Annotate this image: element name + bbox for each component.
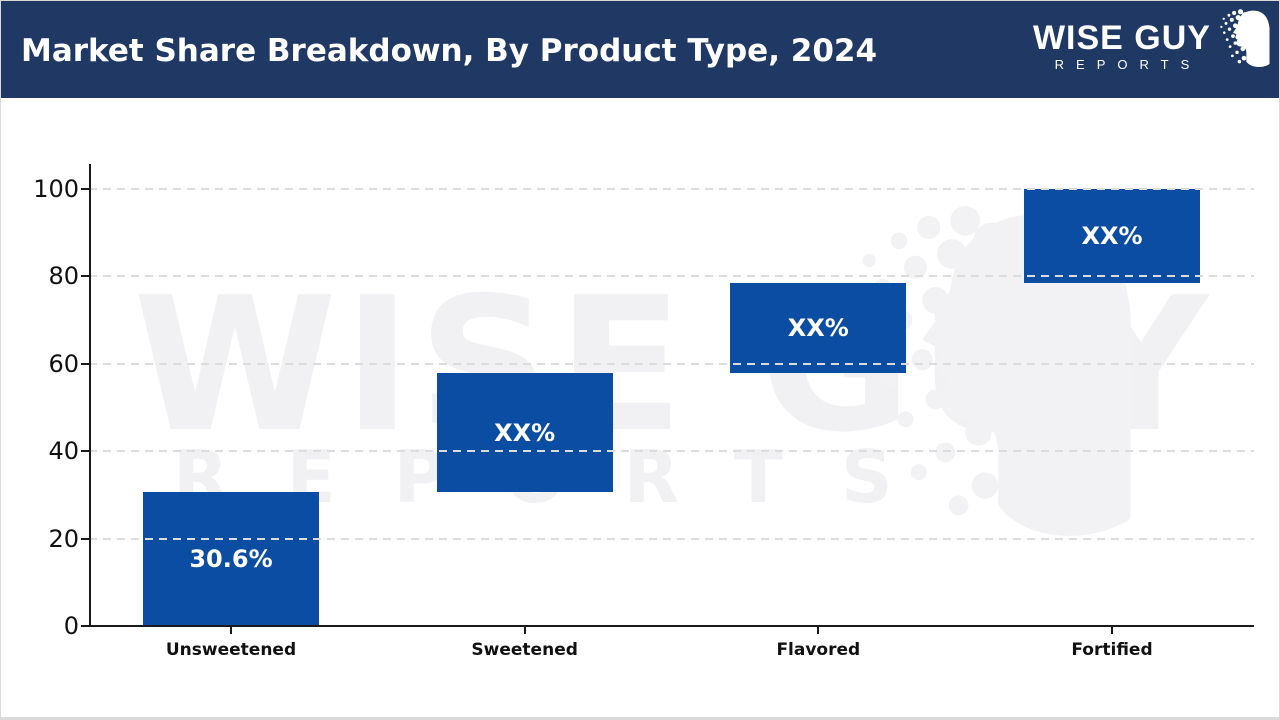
bar-fortified: XX% [1024,188,1200,283]
x-category-label: Fortified [1071,640,1153,660]
x-tick-mark [817,627,820,634]
gridline [89,537,1254,540]
y-tick-label: 40 [48,437,79,465]
logo-text: WISE GUY REPORTS [1033,19,1211,73]
y-tick-label: 60 [48,349,79,378]
y-tick-mark [81,537,89,540]
gridline [89,275,1254,277]
logo-subtitle: REPORTS [1054,57,1202,72]
gridline [89,187,1254,190]
bar-value-label: 30.6% [189,545,273,574]
y-tick-label: 100 [33,174,79,203]
y-tick-mark [81,362,89,365]
logo-face-icon [1215,8,1273,84]
wise-guy-logo: WISE GUY REPORTS [1033,8,1273,84]
y-tick-mark [81,625,89,627]
x-tick-mark [1111,627,1113,634]
bar-sweetened: XX% [436,373,613,493]
logo-title: WISE GUY [1032,19,1211,57]
bar-value-label: XX% [787,314,849,343]
x-tick-mark [523,627,526,634]
gridline [89,362,1254,365]
page-title: Market Share Breakdown, By Product Type,… [21,33,878,69]
y-tick-label: 20 [48,524,79,553]
y-tick-label: 80 [48,262,79,290]
gridline [89,450,1254,452]
y-tick-mark [81,450,89,452]
x-tick-mark [230,627,232,634]
y-tick-mark [81,187,89,190]
x-category-label: Sweetened [471,640,578,660]
y-axis-line [89,164,91,627]
y-tick-label: 0 [63,612,79,640]
bar-flavored: XX% [730,283,907,374]
bar-value-label: XX% [494,418,556,447]
header-banner: Market Share Breakdown, By Product Type,… [1,1,1279,98]
x-axis-line [89,625,1254,627]
bar-unsweetened: 30.6% [143,492,319,626]
x-category-label: Flavored [776,640,861,660]
x-category-label: Unsweetened [165,640,297,660]
bottom-divider [1,717,1279,719]
bar-value-label: XX% [1081,221,1143,250]
y-tick-mark [81,275,89,277]
